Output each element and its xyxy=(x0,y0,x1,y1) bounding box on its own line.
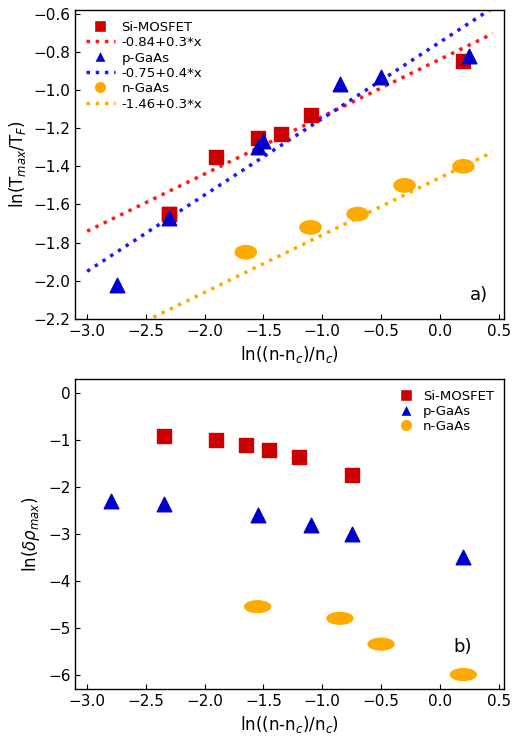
Point xyxy=(242,439,250,451)
Point xyxy=(253,509,262,521)
Text: b): b) xyxy=(453,637,471,655)
Point xyxy=(165,212,174,224)
Point xyxy=(212,151,221,162)
Point xyxy=(212,434,221,446)
Ellipse shape xyxy=(244,601,270,612)
Ellipse shape xyxy=(347,207,368,220)
Legend: Si-MOSFET, -0.84+0.3*x, p-GaAs, -0.75+0.4*x, n-GaAs, -1.46+0.3*x: Si-MOSFET, -0.84+0.3*x, p-GaAs, -0.75+0.… xyxy=(82,16,206,115)
Point xyxy=(348,470,356,482)
Point xyxy=(112,279,121,291)
Point xyxy=(165,208,174,220)
Ellipse shape xyxy=(235,246,256,259)
Point xyxy=(165,208,174,220)
Point xyxy=(160,498,168,510)
Point xyxy=(459,56,467,68)
Point xyxy=(253,141,262,153)
Ellipse shape xyxy=(451,669,476,680)
Point xyxy=(107,495,115,507)
Ellipse shape xyxy=(394,179,415,192)
Point xyxy=(306,519,314,531)
X-axis label: ln((n-n$_c$)/n$_c$): ln((n-n$_c$)/n$_c$) xyxy=(240,344,339,366)
Ellipse shape xyxy=(368,638,394,650)
Ellipse shape xyxy=(453,160,474,173)
Ellipse shape xyxy=(300,220,321,234)
Point xyxy=(295,450,303,462)
Point xyxy=(377,70,385,82)
Point xyxy=(253,132,262,144)
Point xyxy=(459,551,467,563)
Point xyxy=(336,78,344,90)
X-axis label: ln((n-n$_c$)/n$_c$): ln((n-n$_c$)/n$_c$) xyxy=(240,714,339,735)
Ellipse shape xyxy=(327,612,353,624)
Point xyxy=(260,136,268,148)
Point xyxy=(348,528,356,540)
Point xyxy=(465,50,473,62)
Legend: Si-MOSFET, p-GaAs, n-GaAs: Si-MOSFET, p-GaAs, n-GaAs xyxy=(393,386,498,437)
Point xyxy=(160,430,168,441)
Text: a): a) xyxy=(470,286,488,304)
Point xyxy=(265,444,274,456)
Point xyxy=(277,128,285,139)
Point xyxy=(306,109,314,121)
Y-axis label: ln($\delta\rho_{max}$): ln($\delta\rho_{max}$) xyxy=(20,496,42,571)
Y-axis label: ln(T$_{max}$/T$_F$): ln(T$_{max}$/T$_F$) xyxy=(7,120,28,209)
